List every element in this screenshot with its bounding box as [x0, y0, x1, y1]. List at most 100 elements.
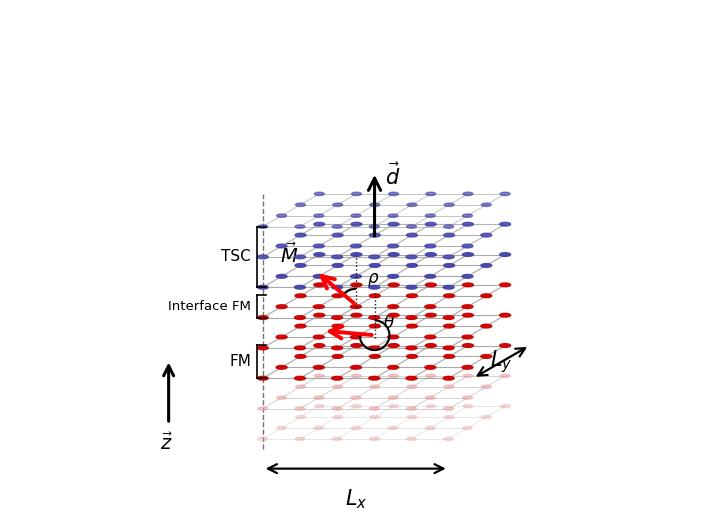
- Text: $\vec{z}$: $\vec{z}$: [160, 433, 172, 454]
- Text: $L_x$: $L_x$: [344, 488, 367, 511]
- Ellipse shape: [369, 346, 379, 350]
- Ellipse shape: [314, 283, 325, 287]
- Ellipse shape: [463, 374, 473, 378]
- Ellipse shape: [277, 426, 287, 430]
- Ellipse shape: [332, 354, 343, 358]
- Text: TSC: TSC: [221, 249, 251, 264]
- Ellipse shape: [463, 313, 473, 317]
- Ellipse shape: [425, 313, 436, 317]
- Text: FM: FM: [229, 354, 251, 369]
- Ellipse shape: [500, 405, 510, 408]
- Ellipse shape: [406, 324, 417, 328]
- Ellipse shape: [370, 437, 379, 441]
- Ellipse shape: [313, 275, 325, 278]
- Ellipse shape: [444, 255, 454, 259]
- Ellipse shape: [332, 376, 343, 380]
- Ellipse shape: [314, 344, 325, 347]
- Ellipse shape: [258, 376, 268, 380]
- Ellipse shape: [425, 344, 436, 347]
- Ellipse shape: [369, 255, 379, 259]
- Ellipse shape: [388, 396, 398, 399]
- Ellipse shape: [276, 244, 287, 248]
- Ellipse shape: [258, 437, 268, 441]
- Ellipse shape: [351, 253, 362, 256]
- Ellipse shape: [388, 253, 399, 256]
- Ellipse shape: [481, 324, 492, 328]
- Ellipse shape: [276, 275, 287, 278]
- Ellipse shape: [351, 214, 361, 217]
- Ellipse shape: [295, 354, 306, 358]
- Ellipse shape: [332, 294, 343, 298]
- Ellipse shape: [388, 244, 398, 248]
- Ellipse shape: [333, 385, 343, 389]
- Ellipse shape: [463, 192, 473, 196]
- Ellipse shape: [294, 376, 306, 380]
- Ellipse shape: [463, 283, 473, 287]
- Ellipse shape: [500, 192, 510, 196]
- Ellipse shape: [389, 374, 398, 378]
- Ellipse shape: [388, 283, 399, 287]
- Ellipse shape: [314, 405, 325, 408]
- Ellipse shape: [388, 335, 398, 339]
- Ellipse shape: [406, 294, 417, 298]
- Ellipse shape: [296, 415, 306, 418]
- Ellipse shape: [370, 385, 379, 389]
- Ellipse shape: [407, 203, 417, 206]
- Ellipse shape: [463, 214, 472, 217]
- Ellipse shape: [258, 316, 268, 319]
- Ellipse shape: [332, 233, 343, 237]
- Ellipse shape: [314, 426, 324, 430]
- Ellipse shape: [370, 264, 380, 267]
- Ellipse shape: [295, 407, 305, 410]
- Ellipse shape: [295, 264, 306, 267]
- Ellipse shape: [481, 233, 492, 237]
- Ellipse shape: [332, 255, 343, 259]
- Ellipse shape: [296, 385, 306, 389]
- Ellipse shape: [351, 344, 362, 347]
- Ellipse shape: [425, 222, 436, 226]
- Ellipse shape: [351, 426, 361, 430]
- Ellipse shape: [500, 253, 510, 256]
- Ellipse shape: [444, 437, 453, 441]
- Ellipse shape: [351, 275, 361, 278]
- Ellipse shape: [425, 335, 436, 339]
- Ellipse shape: [351, 192, 361, 196]
- Ellipse shape: [370, 203, 379, 206]
- Ellipse shape: [444, 354, 455, 358]
- Ellipse shape: [332, 324, 343, 328]
- Ellipse shape: [314, 222, 325, 226]
- Ellipse shape: [351, 335, 361, 339]
- Ellipse shape: [406, 376, 417, 380]
- Text: $\vec{d}$: $\vec{d}$: [386, 162, 401, 189]
- Ellipse shape: [462, 275, 473, 278]
- Ellipse shape: [388, 222, 399, 226]
- Ellipse shape: [444, 346, 454, 350]
- Ellipse shape: [463, 253, 473, 256]
- Ellipse shape: [462, 305, 473, 309]
- Ellipse shape: [444, 324, 455, 328]
- Ellipse shape: [500, 374, 510, 378]
- Ellipse shape: [314, 253, 325, 256]
- Ellipse shape: [462, 244, 473, 248]
- Ellipse shape: [258, 346, 268, 350]
- Ellipse shape: [406, 255, 417, 259]
- Ellipse shape: [351, 244, 361, 248]
- Ellipse shape: [314, 313, 325, 317]
- Ellipse shape: [444, 264, 455, 267]
- Ellipse shape: [481, 264, 492, 267]
- Ellipse shape: [462, 335, 473, 339]
- Ellipse shape: [332, 264, 343, 267]
- Ellipse shape: [444, 285, 454, 289]
- Ellipse shape: [258, 407, 268, 410]
- Ellipse shape: [277, 214, 287, 217]
- Ellipse shape: [276, 335, 287, 339]
- Ellipse shape: [370, 225, 379, 228]
- Ellipse shape: [369, 376, 379, 380]
- Ellipse shape: [369, 285, 379, 289]
- Ellipse shape: [351, 305, 361, 309]
- Ellipse shape: [389, 405, 398, 408]
- Ellipse shape: [294, 316, 306, 319]
- Ellipse shape: [333, 203, 343, 206]
- Ellipse shape: [313, 305, 325, 309]
- Ellipse shape: [295, 324, 306, 328]
